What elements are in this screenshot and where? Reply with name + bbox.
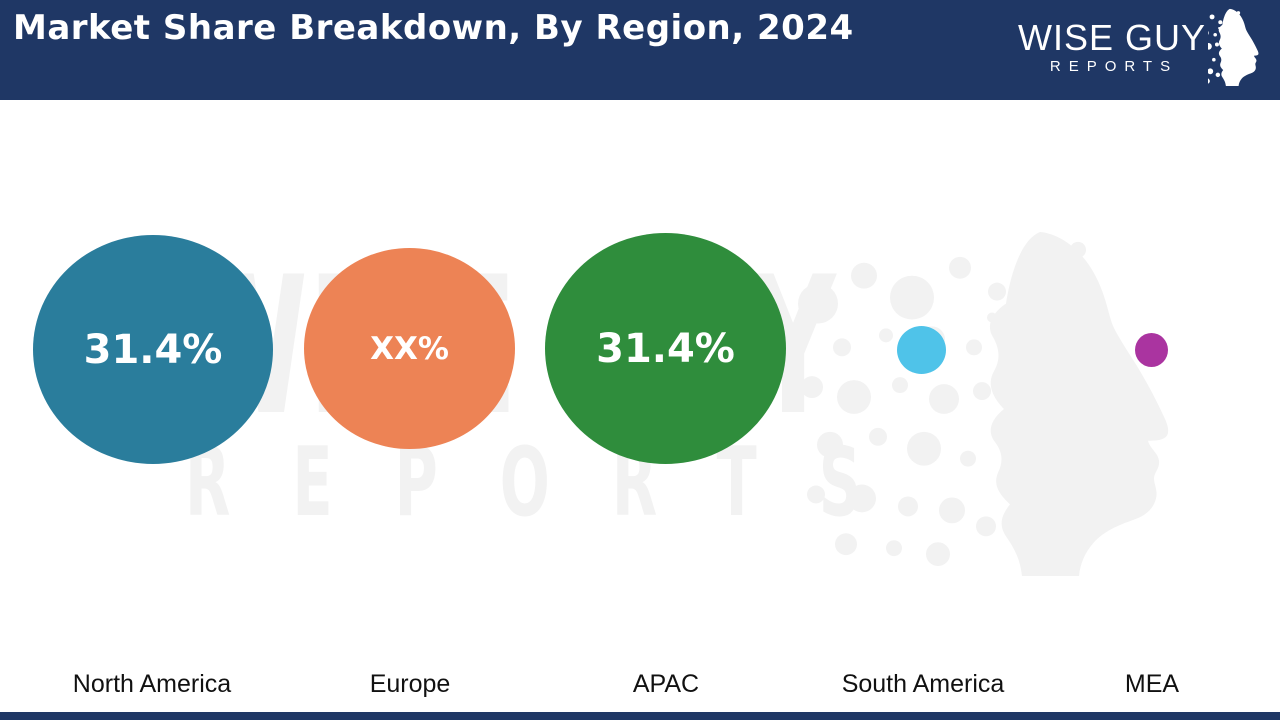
logo-brand-name: WISE GUY [1017, 17, 1206, 59]
bubble-south-america [897, 326, 946, 374]
region-label-north-america: North America [72, 670, 232, 698]
logo-brand-subtitle: REPORTS [1049, 57, 1179, 75]
bubble-value-north-america: 31.4% [83, 326, 223, 373]
region-label-europe: Europe [369, 670, 451, 698]
wiseguy-logo: WISE GUY REPORTS [1018, 8, 1266, 86]
watermark-head-icon [798, 231, 1169, 576]
wiseguy-head-icon [1208, 8, 1259, 86]
bubble-europe: XX% [304, 248, 515, 449]
header-band: Market Share Breakdown, By Region, 2024 … [0, 0, 1280, 100]
bubble-value-apac: 31.4% [596, 325, 735, 372]
bubble-value-europe: XX% [370, 330, 449, 367]
bubble-north-america: 31.4% [33, 235, 273, 464]
bubble-apac: 31.4% [545, 233, 786, 464]
bubble-mea [1135, 333, 1168, 367]
region-label-mea: MEA [1124, 670, 1180, 698]
footer-bar [0, 712, 1280, 720]
watermark-reports-text: REPORTS [185, 428, 924, 538]
wiseguy-logo-text: WISE GUY REPORTS [1018, 19, 1206, 75]
region-label-south-america: South America [841, 670, 1005, 698]
region-label-apac: APAC [632, 670, 700, 698]
page-title: Market Share Breakdown, By Region, 2024 [13, 8, 854, 48]
